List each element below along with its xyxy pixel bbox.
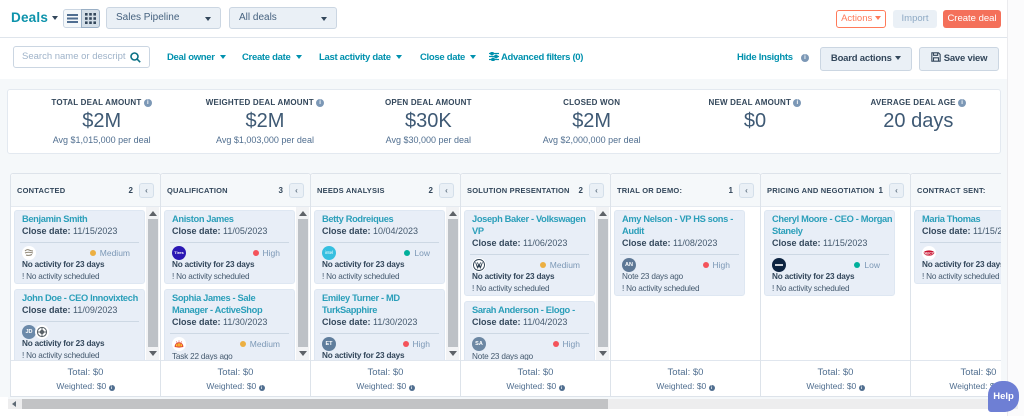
- svg-text:GEICO: GEICO: [924, 251, 935, 255]
